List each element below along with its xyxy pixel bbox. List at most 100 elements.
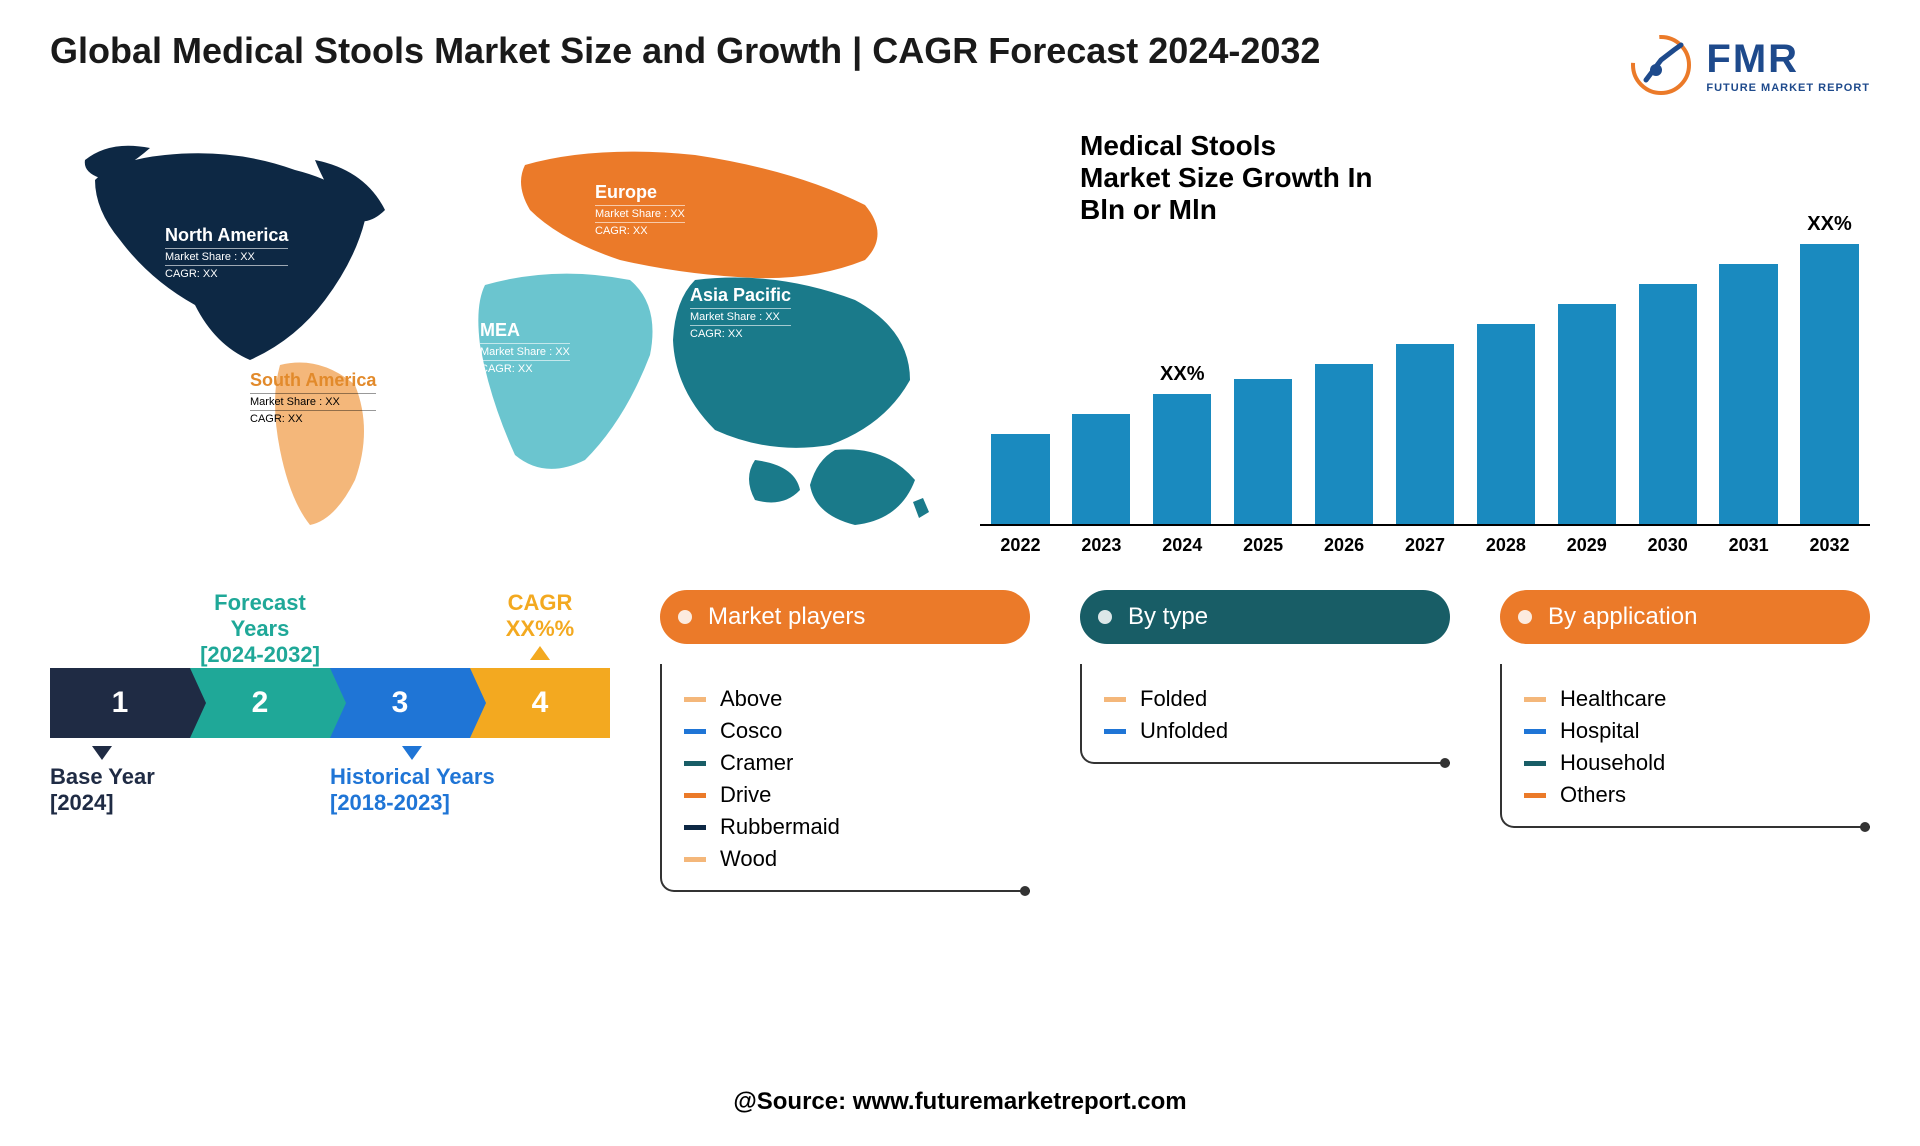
category-item: Unfolded xyxy=(1104,718,1450,744)
bar xyxy=(1639,284,1697,524)
region-na-share: Market Share : XX xyxy=(165,248,288,263)
bullet-icon xyxy=(1524,793,1546,798)
timeline-label-bottom: Base Year[2024] xyxy=(50,746,155,816)
bullet-icon xyxy=(684,697,706,702)
category-item-label: Others xyxy=(1560,782,1626,808)
bar xyxy=(1800,244,1858,524)
category-dot-icon xyxy=(678,610,692,624)
category-column: Market players Above Cosco Cramer Drive Rubbe… xyxy=(660,590,1030,892)
region-mea-share: Market Share : XX xyxy=(480,343,570,358)
bar-year-label: 2029 xyxy=(1567,535,1607,556)
bar-wrap: 2029 xyxy=(1546,304,1627,524)
category-column: By application Healthcare Hospital Househol… xyxy=(1500,590,1870,892)
bullet-icon xyxy=(684,729,706,734)
region-ap-share: Market Share : XX xyxy=(690,308,791,323)
region-mea-name: MEA xyxy=(480,320,520,340)
category-item-label: Unfolded xyxy=(1140,718,1228,744)
bullet-icon xyxy=(684,825,706,830)
category-item-label: Healthcare xyxy=(1560,686,1666,712)
category-list: Healthcare Hospital Household Others xyxy=(1500,664,1870,828)
category-item-label: Above xyxy=(720,686,782,712)
bar xyxy=(1315,364,1373,524)
bar-year-label: 2026 xyxy=(1324,535,1364,556)
category-item: Rubbermaid xyxy=(684,814,1030,840)
timeline-label-top: CAGRXX%% xyxy=(470,590,610,660)
bar xyxy=(1477,324,1535,524)
category-header: By type xyxy=(1080,590,1450,644)
category-item-label: Folded xyxy=(1140,686,1207,712)
region-eu-share: Market Share : XX xyxy=(595,205,685,220)
category-header-label: By type xyxy=(1128,603,1208,631)
bar-year-label: 2022 xyxy=(1000,535,1040,556)
bullet-icon xyxy=(684,857,706,862)
bar-wrap: 2027 xyxy=(1385,344,1466,524)
category-item: Hospital xyxy=(1524,718,1870,744)
logo: FMR FUTURE MARKET REPORT xyxy=(1626,30,1870,100)
bar-annotation: XX% xyxy=(1160,363,1204,386)
category-item: Household xyxy=(1524,750,1870,776)
bar xyxy=(1719,264,1777,524)
bar-annotation: XX% xyxy=(1807,213,1851,236)
bar-year-label: 2030 xyxy=(1648,535,1688,556)
category-item: Cramer xyxy=(684,750,1030,776)
region-sa-cagr: CAGR: XX xyxy=(250,410,376,425)
category-item-label: Rubbermaid xyxy=(720,814,840,840)
region-na-name: North America xyxy=(165,225,288,245)
chart-title: Medical Stools Market Size Growth In Bln… xyxy=(1080,130,1870,226)
category-item-label: Cramer xyxy=(720,750,793,776)
bar xyxy=(1396,344,1454,524)
bullet-icon xyxy=(684,793,706,798)
category-item: Healthcare xyxy=(1524,686,1870,712)
bar-wrap: 2032XX% xyxy=(1789,244,1870,524)
bar-wrap: 2028 xyxy=(1465,324,1546,524)
category-item: Wood xyxy=(684,846,1030,872)
region-na-cagr: CAGR: XX xyxy=(165,265,288,280)
region-sa-name: South America xyxy=(250,370,376,390)
source-text: @Source: www.futuremarketreport.com xyxy=(733,1088,1186,1116)
category-item: Folded xyxy=(1104,686,1450,712)
category-header-label: By application xyxy=(1548,603,1697,631)
bar-year-label: 2025 xyxy=(1243,535,1283,556)
bar-wrap: 2023 xyxy=(1061,414,1142,524)
bar xyxy=(991,434,1049,524)
region-eu-cagr: CAGR: XX xyxy=(595,222,685,237)
category-header: By application xyxy=(1500,590,1870,644)
bullet-icon xyxy=(1104,729,1126,734)
bar-year-label: 2028 xyxy=(1486,535,1526,556)
logo-sub-text: FUTURE MARKET REPORT xyxy=(1706,82,1870,94)
timeline-segment: 1 xyxy=(50,668,190,738)
bullet-icon xyxy=(684,761,706,766)
bar xyxy=(1072,414,1130,524)
category-header: Market players xyxy=(660,590,1030,644)
bar-year-label: 2027 xyxy=(1405,535,1445,556)
category-item-label: Cosco xyxy=(720,718,782,744)
categories: Market players Above Cosco Cramer Drive Rubbe… xyxy=(660,590,1870,892)
timeline-segment: 3 xyxy=(330,668,470,738)
category-item-label: Hospital xyxy=(1560,718,1639,744)
category-item: Others xyxy=(1524,782,1870,808)
region-ap-name: Asia Pacific xyxy=(690,285,791,305)
category-column: By type Folded Unfolded xyxy=(1080,590,1450,892)
region-eu-name: Europe xyxy=(595,182,657,202)
bar-wrap: 2025 xyxy=(1223,379,1304,524)
category-item-label: Wood xyxy=(720,846,777,872)
category-header-label: Market players xyxy=(708,603,865,631)
logo-main-text: FMR xyxy=(1706,37,1870,82)
bar-wrap: 2031 xyxy=(1708,264,1789,524)
timeline-bar: 1234 xyxy=(50,668,610,738)
bar-chart: 202220232024XX%2025202620272028202920302… xyxy=(980,246,1870,526)
bullet-icon xyxy=(1104,697,1126,702)
category-dot-icon xyxy=(1098,610,1112,624)
logo-icon xyxy=(1626,30,1696,100)
category-dot-icon xyxy=(1518,610,1532,624)
bar xyxy=(1153,394,1211,524)
bar-wrap: 2022 xyxy=(980,434,1061,524)
category-item-label: Drive xyxy=(720,782,771,808)
region-mea-cagr: CAGR: XX xyxy=(480,360,570,375)
bar-year-label: 2023 xyxy=(1081,535,1121,556)
bullet-icon xyxy=(1524,697,1546,702)
timeline-label-bottom: Historical Years[2018-2023] xyxy=(330,746,495,816)
category-item: Cosco xyxy=(684,718,1030,744)
category-list: Above Cosco Cramer Drive Rubbermaid Wood xyxy=(660,664,1030,892)
bar xyxy=(1234,379,1292,524)
